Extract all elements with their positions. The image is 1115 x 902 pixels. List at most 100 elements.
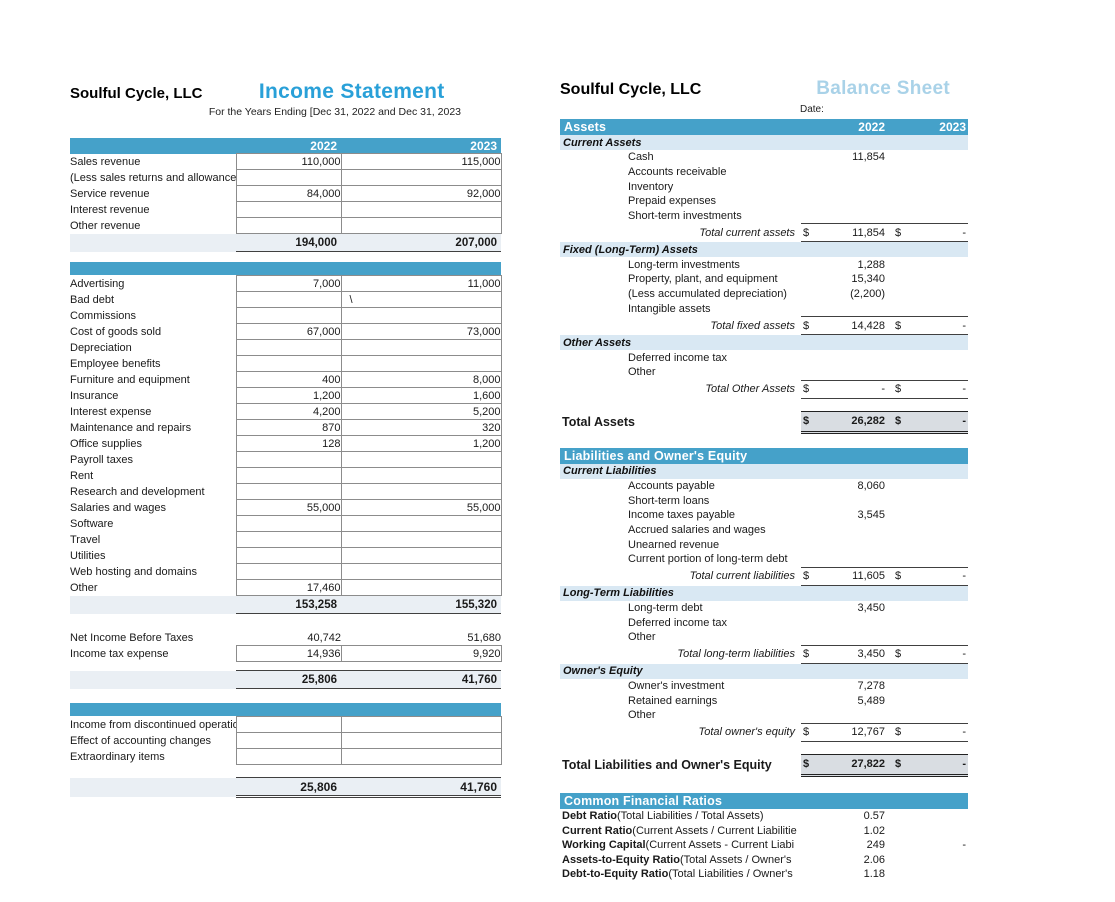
- section-bar-title: Assets: [564, 120, 607, 134]
- bs-row-item: Property, plant, and equipment 15,340: [560, 272, 968, 287]
- dollar-spacer-2: [887, 601, 913, 616]
- is-row-item: Income tax expense 14,936 9,920: [70, 645, 502, 662]
- is-row-item: Effect of accounting changes: [70, 732, 502, 749]
- group-header-label: Owner's Equity: [563, 665, 643, 678]
- dollar-spacer-1: [801, 150, 817, 165]
- bar-spacer-1: [801, 793, 817, 809]
- dollar-sign-2022: $: [801, 644, 817, 664]
- cell-value-2023: [340, 716, 502, 733]
- cell-value-2022: [235, 169, 342, 186]
- is-row-item: Maintenance and repairs 870 320: [70, 419, 502, 436]
- dollar-sign-2023: $: [887, 316, 913, 336]
- row-label: Deferred income tax: [628, 351, 728, 364]
- dollar-sign-2023: $: [887, 644, 913, 664]
- cell-value-2022: 7,278: [857, 680, 885, 693]
- cell-value-2022: 3,545: [857, 509, 885, 522]
- bs-row-grand: Total Assets $26,282 $ -: [560, 410, 968, 434]
- bs-row-group: Current Liabilities: [560, 463, 968, 479]
- cell-value-2023: [913, 493, 968, 508]
- dollar-spacer-1: [801, 679, 817, 694]
- row-label: Long-term investments: [628, 258, 740, 271]
- bar-spacer-2: [887, 793, 913, 809]
- cell-value-2022: [817, 630, 887, 645]
- cell-value-2023: [340, 531, 502, 548]
- ratio-value-2023: [913, 823, 968, 838]
- group-header-label: Other Assets: [563, 336, 632, 349]
- row-label: Short-term investments: [628, 210, 742, 223]
- dollar-spacer-1: [801, 615, 817, 630]
- is-row-item: (Less sales returns and allowances): [70, 169, 502, 186]
- cell-value-2023: 9,920: [340, 645, 502, 662]
- bs-row-item: Other: [560, 365, 968, 380]
- cell-value-2023: 1,600: [340, 387, 502, 404]
- cell-value-2023: 73,000: [340, 323, 502, 340]
- dollar-spacer-2: [887, 867, 913, 882]
- cell-value-2022: [817, 537, 887, 552]
- ratio-label: Debt Ratio (Total Liabilities / Total As…: [560, 809, 801, 824]
- dollar-sign-2022: $: [801, 379, 817, 399]
- total-value-2023: -: [913, 316, 968, 336]
- cell-value-2023: 11,000: [340, 275, 502, 292]
- row-label: Payroll taxes: [70, 453, 133, 466]
- cell-value-2022: [817, 194, 887, 209]
- bs-row-total: Total long-term liabilities $3,450 $ -: [560, 644, 968, 664]
- grand-total-value-2023: -: [913, 410, 968, 434]
- company-name: Soulful Cycle, LLC: [560, 81, 702, 98]
- cell-value-2023: [913, 257, 968, 272]
- row-label: Prepaid expenses: [628, 195, 717, 208]
- row-label: Net Income Before Taxes: [70, 631, 194, 644]
- row-label: Long-term debt: [628, 602, 703, 615]
- cell-value-2023: [340, 169, 502, 186]
- cell-value-2023: [340, 339, 502, 356]
- cell-value-2022: 3,450: [857, 602, 885, 615]
- is-row-item: Web hosting and domains: [70, 563, 502, 580]
- cell-value-2023: [913, 693, 968, 708]
- section-gap: [560, 777, 968, 793]
- bs-row-item: Accrued salaries and wages: [560, 523, 968, 538]
- cell-value-2023: 320: [340, 419, 502, 436]
- bs-row-ratio: Assets-to-Equity Ratio (Total Assets / O…: [560, 852, 968, 867]
- row-label: Unearned revenue: [628, 538, 720, 551]
- cell-value-2022: [235, 483, 342, 500]
- bs-row-item: Deferred income tax: [560, 350, 968, 365]
- cell-value-2022: 4,200: [235, 403, 342, 420]
- dollar-spacer-1: [801, 165, 817, 180]
- dollar-spacer-2: [887, 179, 913, 194]
- bs-row-item: Prepaid expenses: [560, 194, 968, 209]
- row-label: Travel: [70, 533, 101, 546]
- cell-value-2022: 128: [235, 435, 342, 452]
- bs-row-grand: Total Liabilities and Owner's Equity $27,…: [560, 753, 968, 777]
- cell-value-2023: 115,000: [340, 153, 502, 170]
- cell-value-2022: [817, 523, 887, 538]
- bar-spacer-2: [887, 119, 913, 135]
- dollar-sign-2023: $: [887, 223, 913, 243]
- cell-value-2022: [817, 493, 887, 508]
- total-label-spacer: [70, 777, 236, 797]
- is-row-colheader: 2022 2023: [70, 138, 501, 154]
- dollar-sign-2022: $: [801, 316, 817, 336]
- cell-value-2023: [913, 679, 968, 694]
- ratio-formula: (Current Assets - Current Liabi: [645, 839, 795, 852]
- section-divider-bar: [70, 703, 501, 717]
- bs-row-total: Total Other Assets $ - $ -: [560, 379, 968, 399]
- total-value-2023: 41,760: [341, 777, 501, 798]
- is-row-item: Insurance 1,200 1,600: [70, 387, 502, 404]
- dollar-spacer-2: [887, 809, 913, 824]
- cell-value-2023: [340, 483, 502, 500]
- bs-row-bar: Common Financial Ratios: [560, 792, 968, 809]
- row-label: Other: [70, 581, 98, 594]
- row-label: Current portion of long-term debt: [628, 553, 788, 566]
- is-row-item: Payroll taxes: [70, 451, 502, 468]
- cell-value-2022: 15,340: [851, 273, 885, 286]
- total-value-2022: 3,450: [817, 644, 887, 664]
- dollar-spacer-1: [801, 693, 817, 708]
- cell-value-2023: [913, 272, 968, 287]
- is-row-item: Sales revenue 110,000 115,000: [70, 153, 502, 170]
- dollar-spacer-2: [887, 708, 913, 723]
- grand-total-value-2022: 26,282: [817, 410, 887, 434]
- bar-spacer-1: [801, 119, 817, 135]
- row-label: Salaries and wages: [70, 501, 167, 514]
- total-value-2023: 41,760: [341, 670, 501, 689]
- is-row-bar: [70, 262, 501, 276]
- cell-value-2023: [340, 732, 502, 749]
